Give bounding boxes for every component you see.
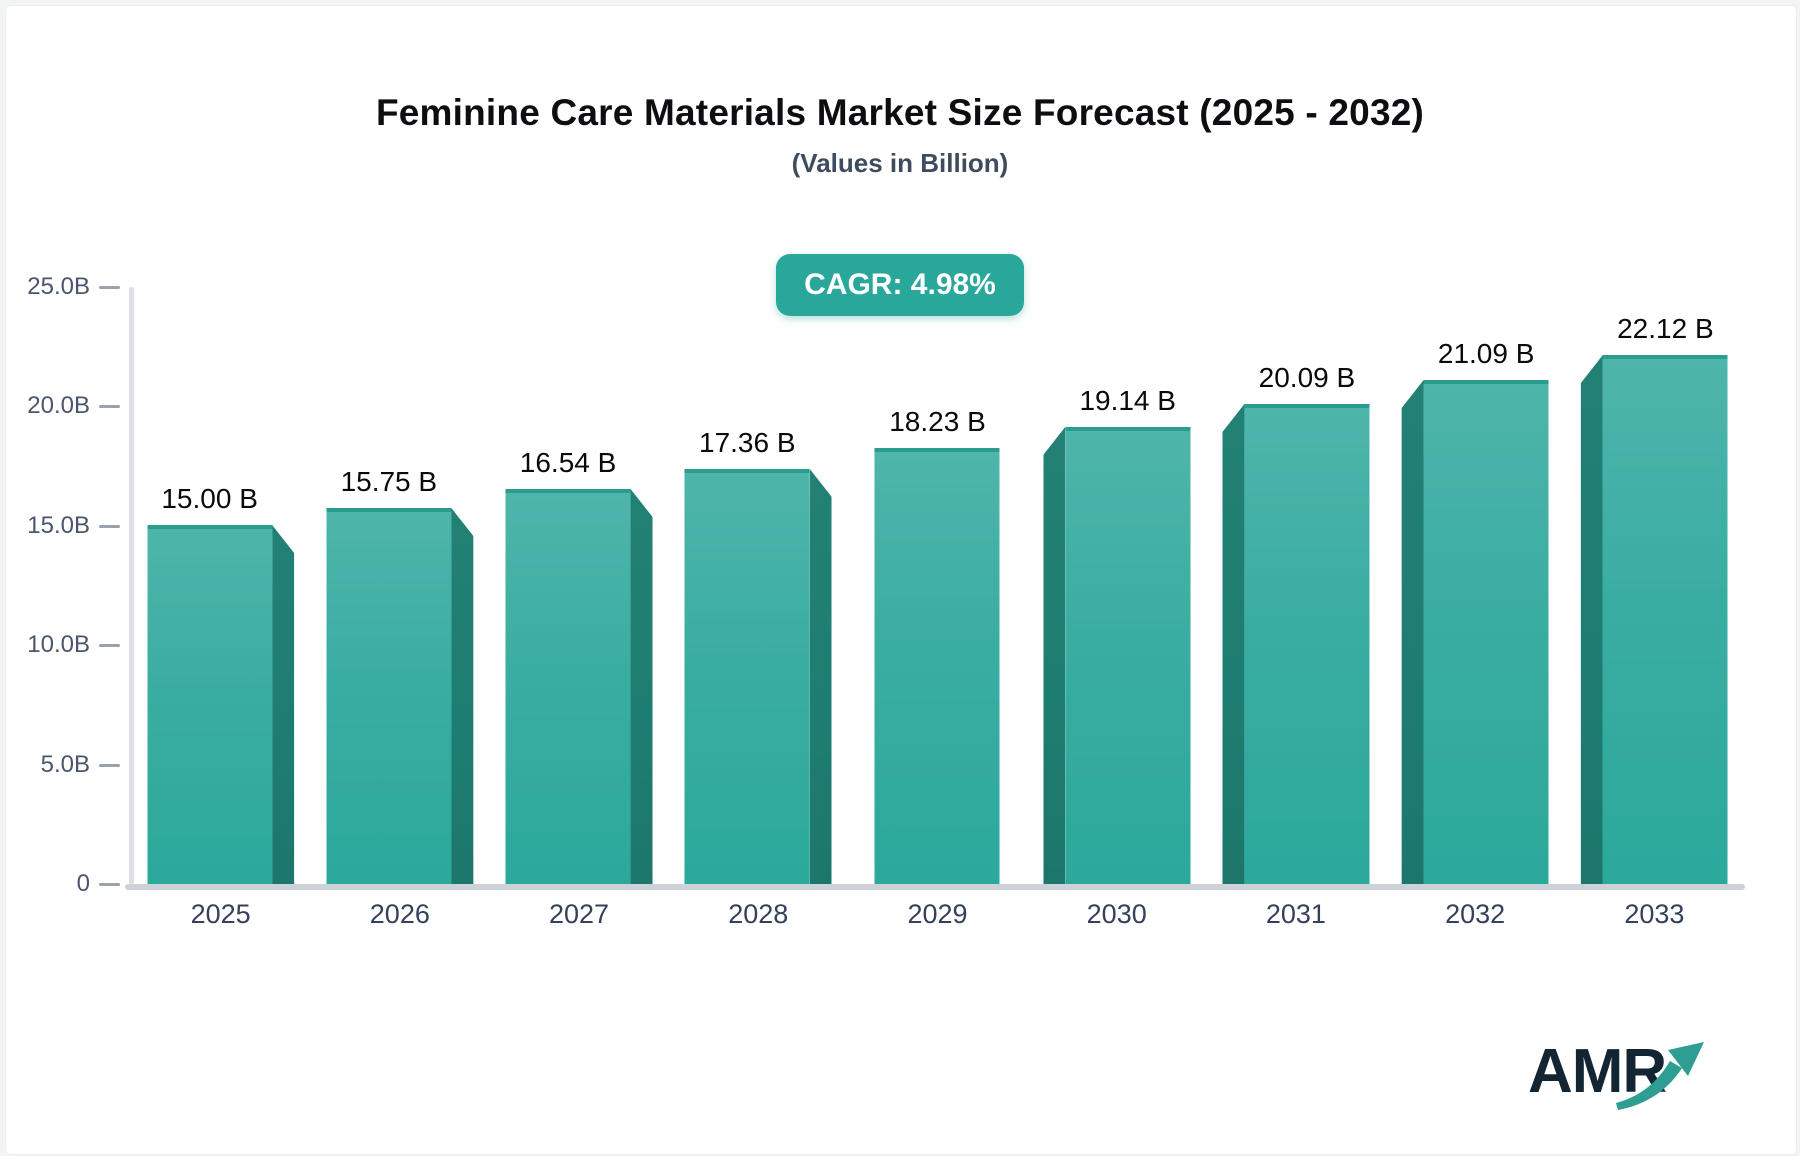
x-axis-baseline (125, 884, 1745, 890)
bar-value-label: 19.14 B (1079, 385, 1176, 416)
y-tick-dash (99, 883, 120, 886)
y-tick-label: 0 (76, 870, 90, 897)
cagr-badge-container: CAGR: 4.98% (0, 254, 1800, 316)
bar-side-face (272, 525, 295, 884)
x-tick-label-2031: 2031 (1265, 899, 1326, 929)
bar-2031: 20.09 B (1222, 362, 1370, 884)
bar-face (1423, 380, 1549, 884)
y-tick-dash (99, 405, 120, 408)
bar-value-label: 16.54 B (519, 447, 617, 478)
bar-side-face (1222, 404, 1245, 884)
bar-slot-2028: 17.36 B (669, 279, 848, 884)
y-tick-dash (99, 285, 120, 289)
bar-slot-2026: 15.75 B (310, 279, 489, 884)
bar-2027: 16.54 B (505, 447, 653, 884)
bar-face (1244, 404, 1370, 884)
x-tick-label-2033: 2033 (1624, 899, 1685, 929)
bar-slot-2033: 22.12 B (1565, 279, 1744, 884)
bar-value-label: 21.09 B (1437, 338, 1535, 369)
y-tick-label: 15.0B (27, 511, 90, 539)
bar-side-face (451, 508, 474, 884)
y-tick-dash (99, 524, 120, 528)
amr-logo: AMR (1528, 1036, 1718, 1116)
bar-side-face (809, 469, 832, 884)
cagr-badge: CAGR: 4.98% (776, 254, 1024, 316)
bar-value-label: 17.36 B (699, 427, 796, 458)
bar-2028: 17.36 B (684, 427, 832, 884)
bar-face (874, 448, 1000, 884)
bar-face (1065, 427, 1191, 884)
x-tick-label-2025: 2025 (190, 899, 251, 929)
bar-slot-2031: 20.09 B (1206, 279, 1385, 884)
bar-face (505, 489, 631, 884)
y-tick-label: 10.0B (27, 631, 90, 658)
bar-slot-2027: 16.54 B (489, 279, 668, 884)
x-tick-label-2030: 2030 (1086, 899, 1147, 929)
x-axis-labels: 2025 2026 2027 2028 2029 2030 2031 2032 2033 (131, 899, 1744, 930)
bar-slot-2030: 19.14 B (1027, 279, 1206, 884)
bar-value-label: 18.23 B (889, 406, 986, 437)
y-tick-label: 20.0B (27, 392, 90, 419)
y-tick-dash (99, 763, 120, 767)
bar-face (147, 525, 273, 884)
bar-2026: 15.75 B (326, 466, 474, 884)
growth-arrow-icon (1616, 1042, 1704, 1110)
x-tick-label-2028: 2028 (728, 899, 789, 929)
bar-2030: 19.14 B (1043, 385, 1191, 884)
bar-side-face (1580, 355, 1603, 884)
y-axis-line (129, 287, 134, 884)
bar-value-label: 22.12 B (1617, 313, 1714, 344)
bar-slot-2029: 18.23 B (848, 279, 1027, 884)
bar-2025: 15.00 B (147, 483, 295, 884)
bar-slot-2032: 21.09 B (1386, 279, 1565, 884)
bar-2029: 18.23 B (874, 406, 1000, 884)
x-tick-label-2027: 2027 (549, 899, 610, 929)
bar-value-label: 20.09 B (1258, 362, 1356, 393)
y-tick-label: 5.0B (40, 750, 90, 778)
bar-face (1602, 355, 1728, 884)
y-tick-label: 25.0B (27, 272, 90, 300)
bar-value-label: 15.00 B (161, 483, 258, 514)
bar-face (326, 508, 452, 884)
bar-slot-2025: 15.00 B (131, 279, 310, 884)
bar-face (684, 469, 810, 884)
bar-value-label: 15.75 B (340, 466, 438, 497)
chart-title: Feminine Care Materials Market Size Fore… (375, 92, 1425, 133)
bar-side-face (630, 489, 653, 884)
y-tick-dash (99, 644, 120, 647)
bar-2033: 22.12 B (1580, 313, 1728, 884)
bar-side-face (1043, 427, 1066, 884)
x-tick-label-2029: 2029 (907, 899, 968, 929)
bar-2032: 21.09 B (1401, 338, 1549, 884)
plot-area: 15.00 B 15.75 B 16.54 B 17.36 B 18.23 B 19.14… (131, 279, 1744, 884)
x-tick-label-2032: 2032 (1445, 899, 1506, 929)
chart-subtitle: (Values in Billion) (791, 148, 1009, 178)
bar-side-face (1401, 380, 1424, 884)
x-tick-label-2026: 2026 (369, 899, 430, 929)
